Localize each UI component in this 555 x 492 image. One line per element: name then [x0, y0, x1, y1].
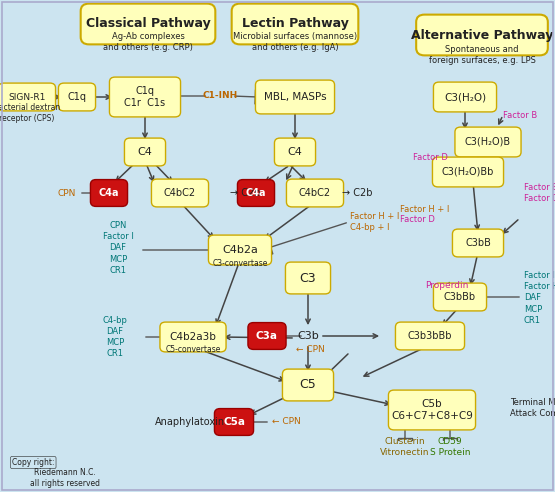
- Text: ← CPN: ← CPN: [272, 418, 301, 427]
- Text: CPN: CPN: [58, 188, 76, 197]
- FancyBboxPatch shape: [124, 138, 165, 166]
- FancyBboxPatch shape: [152, 179, 209, 207]
- Text: C3bBb: C3bBb: [444, 292, 476, 302]
- FancyBboxPatch shape: [80, 3, 215, 44]
- FancyBboxPatch shape: [452, 229, 503, 257]
- Text: C5: C5: [300, 378, 316, 392]
- FancyBboxPatch shape: [109, 77, 180, 117]
- Text: bacterial dextran
receptor (CPS): bacterial dextran receptor (CPS): [0, 103, 60, 123]
- Text: Lectin Pathway: Lectin Pathway: [241, 18, 349, 31]
- Text: Anaphylatoxin: Anaphylatoxin: [155, 417, 225, 427]
- Text: Factor H + I: Factor H + I: [400, 206, 450, 215]
- Text: C5-convertase: C5-convertase: [165, 345, 221, 355]
- Text: Classical Pathway: Classical Pathway: [85, 18, 210, 31]
- Text: Terminal Membrane
Attack Complex: Terminal Membrane Attack Complex: [510, 398, 555, 418]
- Text: C4b2a: C4b2a: [222, 245, 258, 255]
- Text: C3(H₂O): C3(H₂O): [444, 92, 486, 102]
- Text: Factor H + I
C4-bp + I: Factor H + I C4-bp + I: [350, 212, 400, 232]
- FancyBboxPatch shape: [388, 390, 476, 430]
- FancyBboxPatch shape: [416, 15, 548, 56]
- FancyBboxPatch shape: [214, 408, 254, 435]
- FancyBboxPatch shape: [286, 179, 344, 207]
- Text: → C2b: → C2b: [230, 188, 260, 198]
- FancyBboxPatch shape: [275, 138, 316, 166]
- FancyBboxPatch shape: [285, 262, 331, 294]
- FancyBboxPatch shape: [248, 323, 286, 349]
- Text: Factor B: Factor B: [503, 112, 537, 121]
- Text: Properdin: Properdin: [425, 280, 468, 289]
- Text: Spontaneous and
foreign surfaces, e.g. LPS: Spontaneous and foreign surfaces, e.g. L…: [428, 45, 536, 65]
- Text: C1q: C1q: [68, 92, 87, 102]
- Text: C1q
C1r  C1s: C1q C1r C1s: [124, 86, 165, 108]
- Text: C3-convertase: C3-convertase: [213, 258, 268, 268]
- Text: C3a: C3a: [256, 331, 278, 341]
- Text: Clusterin
Vitronectin: Clusterin Vitronectin: [380, 437, 430, 457]
- Text: Factor D: Factor D: [413, 153, 448, 161]
- FancyBboxPatch shape: [238, 180, 275, 207]
- Text: C4b2a3b: C4b2a3b: [170, 332, 216, 342]
- Text: C3(H₂O)Bb: C3(H₂O)Bb: [442, 167, 494, 177]
- FancyBboxPatch shape: [209, 235, 271, 265]
- Text: C4bC2: C4bC2: [164, 188, 196, 198]
- Text: C4-bp
DAF
MCP
CR1: C4-bp DAF MCP CR1: [103, 316, 128, 358]
- FancyBboxPatch shape: [90, 180, 128, 207]
- Text: → C2b: → C2b: [342, 188, 372, 198]
- Text: Alternative Pathway: Alternative Pathway: [411, 29, 553, 41]
- Text: ← CPN: ← CPN: [296, 344, 324, 353]
- Text: SIGN-R1: SIGN-R1: [8, 92, 46, 101]
- Text: C1-INH: C1-INH: [203, 92, 238, 100]
- Text: MBL, MASPs: MBL, MASPs: [264, 92, 326, 102]
- FancyBboxPatch shape: [58, 83, 95, 111]
- Text: Factor I
Factor H
DAF
MCP
CR1: Factor I Factor H DAF MCP CR1: [524, 271, 555, 325]
- Text: Copy right:: Copy right:: [12, 458, 54, 467]
- FancyBboxPatch shape: [432, 157, 503, 187]
- Text: CD59
S Protein: CD59 S Protein: [430, 437, 470, 457]
- Text: C3bB: C3bB: [465, 238, 491, 248]
- FancyBboxPatch shape: [433, 82, 497, 112]
- Text: C4bC2: C4bC2: [299, 188, 331, 198]
- FancyBboxPatch shape: [282, 369, 334, 401]
- Text: C5a: C5a: [223, 417, 245, 427]
- Text: CPN
Factor I
DAF
MCP
CR1: CPN Factor I DAF MCP CR1: [103, 221, 133, 275]
- FancyBboxPatch shape: [433, 283, 487, 311]
- FancyBboxPatch shape: [160, 322, 226, 352]
- Text: C4a: C4a: [99, 188, 119, 198]
- Text: Microbial surfaces (mannose)
and others (e.g. IgA): Microbial surfaces (mannose) and others …: [233, 32, 357, 52]
- FancyBboxPatch shape: [231, 3, 359, 44]
- Text: C3: C3: [300, 272, 316, 284]
- Text: C3(H₂O)B: C3(H₂O)B: [465, 137, 511, 147]
- Text: C3b: C3b: [297, 331, 319, 341]
- Text: C3b3bBb: C3b3bBb: [408, 331, 452, 341]
- FancyBboxPatch shape: [0, 83, 56, 111]
- FancyBboxPatch shape: [455, 127, 521, 157]
- Text: C4a: C4a: [246, 188, 266, 198]
- Text: Factor B
Factor D: Factor B Factor D: [524, 183, 555, 203]
- Text: C5b
C6+C7+C8+C9: C5b C6+C7+C8+C9: [391, 399, 473, 421]
- FancyBboxPatch shape: [396, 322, 465, 350]
- Text: C4: C4: [287, 147, 302, 157]
- FancyBboxPatch shape: [255, 80, 335, 114]
- Text: Ag-Ab complexes
and others (e.g. CRP): Ag-Ab complexes and others (e.g. CRP): [103, 32, 193, 52]
- Text: C4: C4: [138, 147, 153, 157]
- Text: Factor D: Factor D: [400, 215, 435, 224]
- Text: Riedemann N.C.
all rights reserved: Riedemann N.C. all rights reserved: [30, 468, 100, 488]
